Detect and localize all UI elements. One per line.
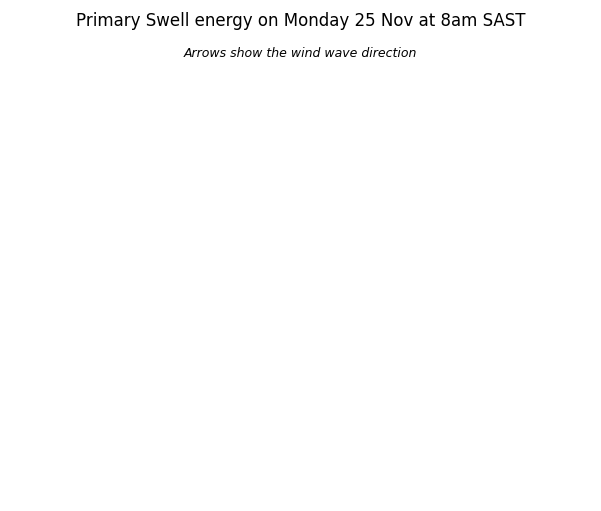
Text: Primary Swell energy on Monday 25 Nov at 8am SAST: Primary Swell energy on Monday 25 Nov at… (76, 12, 525, 30)
Text: Arrows show the wind wave direction: Arrows show the wind wave direction (184, 48, 417, 60)
Text: Cartopy required: Cartopy required (218, 281, 383, 299)
